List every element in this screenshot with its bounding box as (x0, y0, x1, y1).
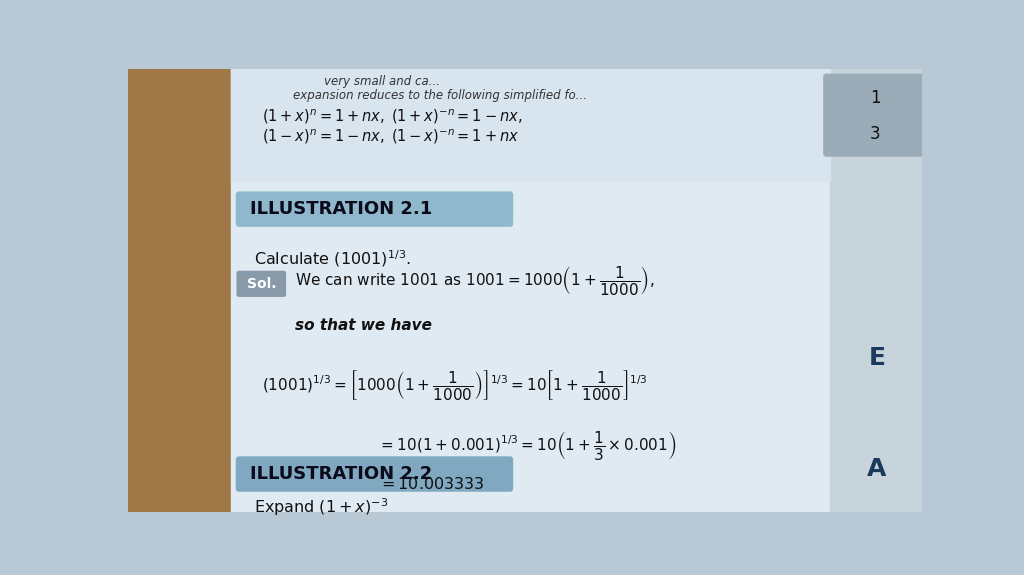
Bar (231, 69, 830, 512)
Text: $= 10.003333$: $= 10.003333$ (378, 476, 485, 492)
Text: A: A (867, 457, 887, 481)
Text: ILLUSTRATION 2.1: ILLUSTRATION 2.1 (250, 200, 432, 218)
Text: expansion reduces to the following simplified fo...: expansion reduces to the following simpl… (293, 89, 587, 102)
Text: 3: 3 (870, 125, 881, 143)
Text: so that we have: so that we have (295, 318, 432, 333)
Text: E: E (868, 346, 886, 370)
Text: Sol.: Sol. (247, 277, 276, 291)
Text: Expand $(1 + x)^{-3}$: Expand $(1 + x)^{-3}$ (254, 496, 389, 518)
FancyBboxPatch shape (236, 457, 513, 492)
FancyBboxPatch shape (237, 271, 286, 297)
Text: Calculate $(1001)^{1/3}$.: Calculate $(1001)^{1/3}$. (254, 248, 412, 269)
Text: We can write 1001 as $1001 = 1000\left(1 + \dfrac{1}{1000}\right),$: We can write 1001 as $1001 = 1000\left(1… (295, 264, 654, 297)
Text: $= 10(1 + 0.001)^{1/3} = 10\left(1 + \dfrac{1}{3} \times 0.001\right)$: $= 10(1 + 0.001)^{1/3} = 10\left(1 + \df… (378, 430, 677, 462)
Text: 1: 1 (870, 89, 881, 108)
Bar (830, 69, 921, 512)
Text: $(1001)^{1/3} = \left[1000\left(1 + \dfrac{1}{1000}\right)\right]^{1/3} = 10\lef: $(1001)^{1/3} = \left[1000\left(1 + \dfr… (262, 368, 648, 402)
FancyBboxPatch shape (236, 191, 513, 227)
Text: ILLUSTRATION 2.2: ILLUSTRATION 2.2 (250, 465, 432, 483)
Text: $(1+x)^n = 1 + nx, \; (1 + x)^{-n} = 1 - nx,$: $(1+x)^n = 1 + nx, \; (1 + x)^{-n} = 1 -… (262, 108, 522, 126)
Bar (231, 69, 830, 181)
FancyBboxPatch shape (823, 74, 924, 157)
Text: very small and ca...: very small and ca... (324, 75, 440, 88)
Bar (128, 69, 231, 512)
Text: $(1-x)^n = 1 - nx, \; (1 - x)^{-n} = 1 + nx$: $(1-x)^n = 1 - nx, \; (1 - x)^{-n} = 1 +… (262, 128, 519, 146)
